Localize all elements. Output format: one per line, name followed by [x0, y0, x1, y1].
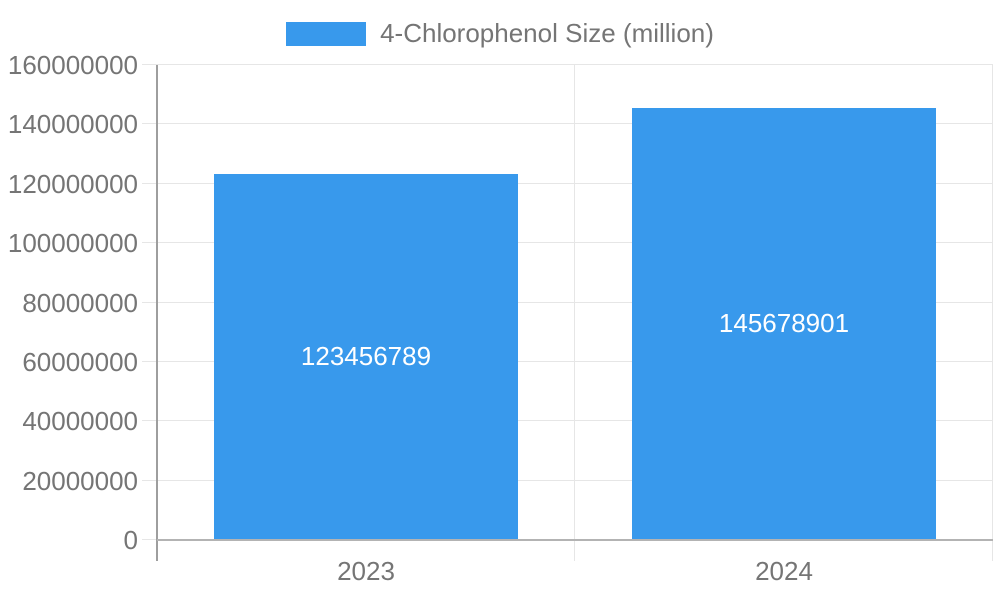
y-tick-mark	[142, 539, 157, 540]
y-tick-mark	[142, 301, 157, 303]
x-tick-label: 2024	[755, 556, 813, 586]
bar: 123456789	[214, 173, 518, 540]
category-cell: 123456789	[157, 65, 575, 540]
x-axis: 2023 2024	[157, 556, 993, 590]
gridline	[157, 479, 993, 481]
bar-value-label: 145678901	[718, 308, 850, 339]
y-tick-mark	[142, 123, 157, 125]
plot-area: 0 20000000 40000000 60000000 80000000 1000000…	[8, 52, 993, 561]
gridline	[157, 242, 993, 244]
legend-label: 4-Chlorophenol Size (million)	[380, 18, 714, 48]
legend[interactable]: 4-Chlorophenol Size (million)	[0, 18, 1000, 49]
y-tick-mark	[142, 420, 157, 422]
gridline	[157, 182, 993, 184]
gridline	[157, 123, 993, 125]
y-tick-label: 20000000	[22, 465, 138, 496]
y-tick-mark	[142, 360, 157, 362]
y-tick-label: 120000000	[7, 168, 138, 199]
y-tick-mark	[142, 182, 157, 184]
gridline	[157, 64, 993, 65]
y-tick-label: 80000000	[22, 287, 138, 318]
x-tick-label: 2023	[337, 556, 395, 586]
y-axis-line	[156, 65, 158, 561]
y-tick-mark	[142, 479, 157, 481]
y-tick-label: 160000000	[7, 50, 138, 80]
y-tick-mark	[142, 242, 157, 244]
gridline	[157, 301, 993, 303]
gridline	[157, 360, 993, 362]
category-divider	[574, 65, 575, 561]
bar: 145678901	[632, 107, 936, 540]
category-cell: 145678901	[575, 65, 993, 540]
plot-right-border	[992, 65, 993, 561]
x-axis-baseline	[157, 539, 993, 541]
legend-swatch	[286, 21, 367, 46]
y-tick-label: 40000000	[22, 406, 138, 437]
y-tick-mark	[142, 64, 157, 65]
gridline	[157, 420, 993, 422]
bar-value-label: 123456789	[300, 341, 432, 372]
y-tick-label: 100000000	[7, 228, 138, 259]
y-tick-label: 140000000	[7, 109, 138, 140]
y-tick-label: 0	[123, 525, 138, 555]
y-tick-label: 60000000	[22, 346, 138, 377]
